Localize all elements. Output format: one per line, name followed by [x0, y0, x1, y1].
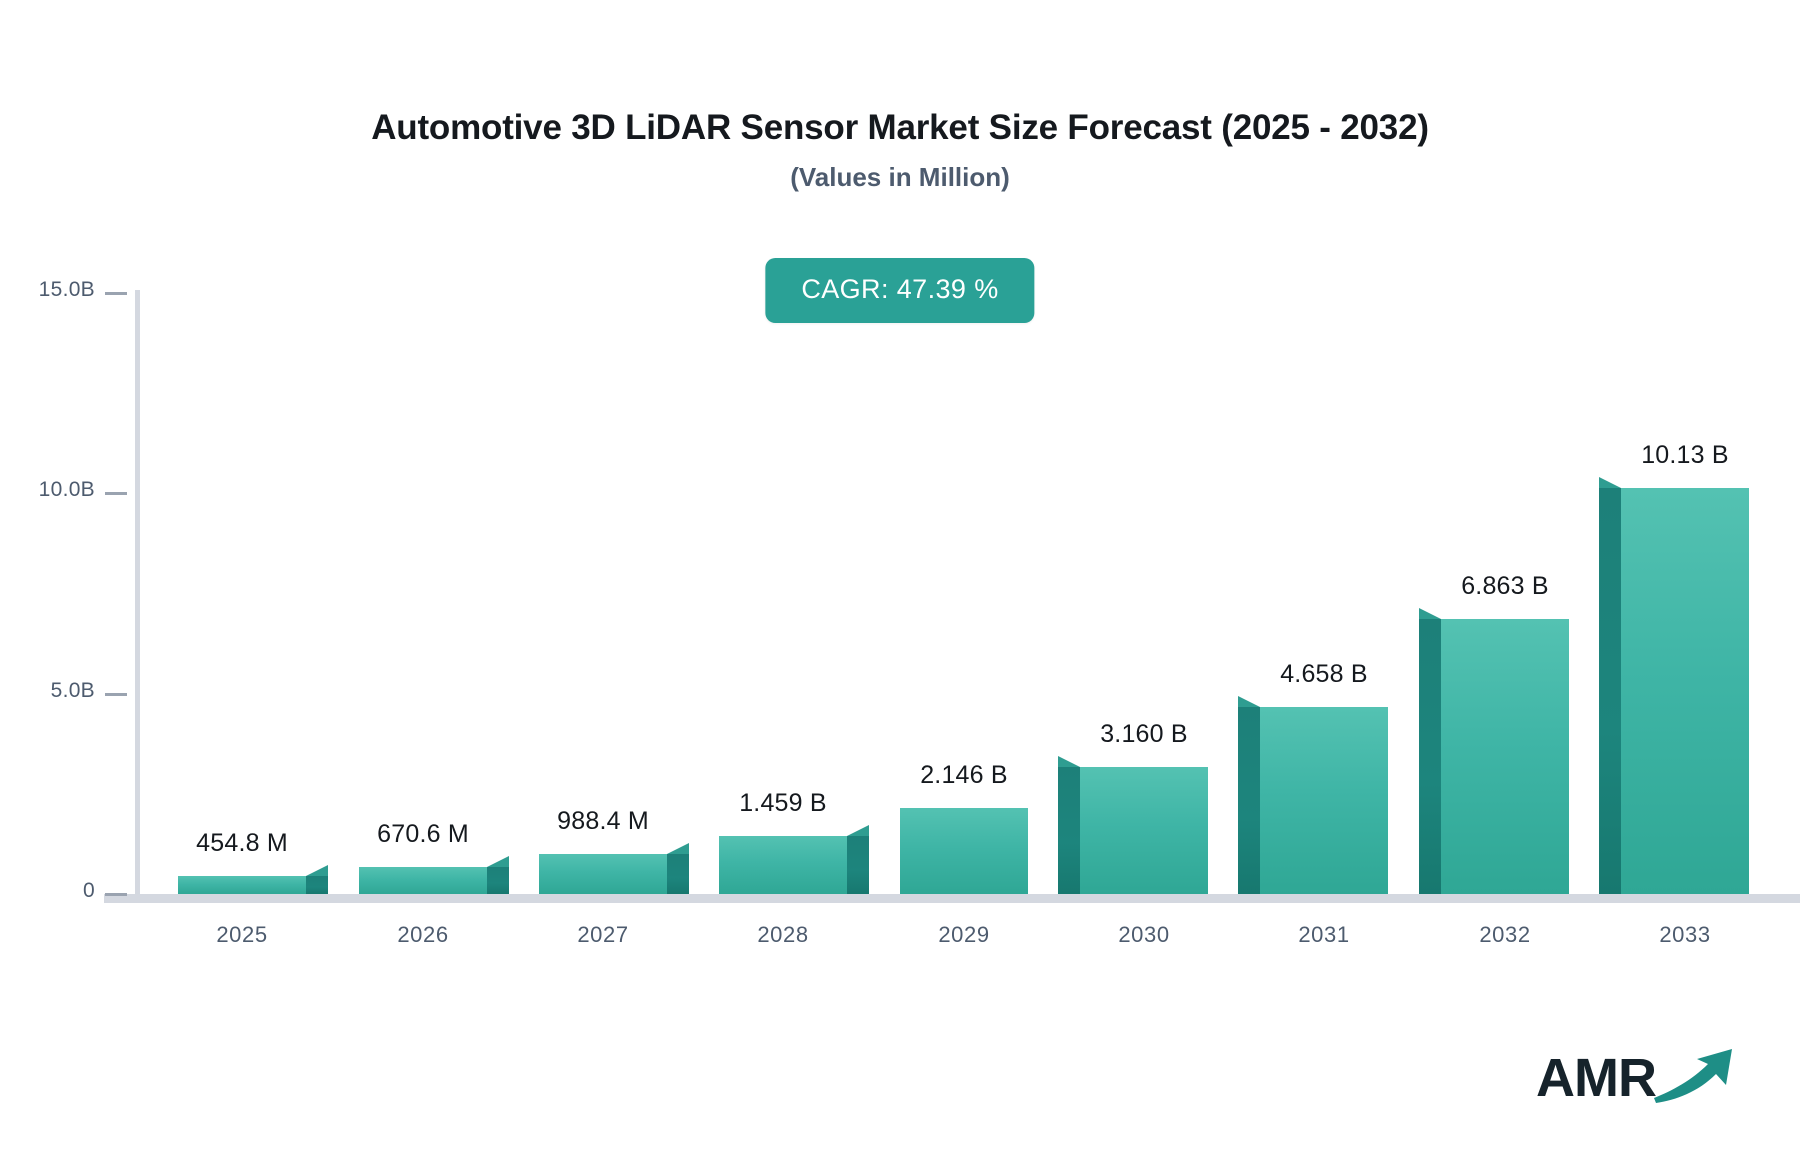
bar-face[interactable]	[1621, 488, 1749, 894]
bar-value-label: 988.4 M	[557, 807, 649, 835]
bar-3d-side	[1599, 488, 1621, 894]
bar-3d-side	[306, 876, 328, 894]
bar-value-label: 670.6 M	[377, 820, 469, 848]
amr-logo: AMR	[1536, 1044, 1738, 1111]
x-axis-category-label: 2028	[757, 922, 809, 947]
bar-group[interactable]: 1.459 B 2028	[719, 789, 869, 947]
bar-group[interactable]: 670.6 M 2026	[359, 820, 509, 947]
bar-value-label: 1.459 B	[739, 789, 827, 817]
bar-3d-top-cap	[1058, 756, 1080, 767]
bar-group[interactable]: 4.658 B 2031	[1238, 660, 1388, 947]
bar-3d-top-cap	[1238, 696, 1260, 707]
y-axis-tick-label: 15.0B	[38, 278, 95, 301]
y-axis-tick-label: 10.0B	[38, 478, 95, 502]
x-axis-category-label: 2026	[397, 922, 449, 947]
bar-group[interactable]: 3.160 B 2030	[1058, 720, 1208, 947]
y-axis-tick-label: 5.0B	[50, 678, 95, 702]
x-axis-category-label: 2029	[938, 922, 990, 947]
page-title: Automotive 3D LiDAR Sensor Market Size F…	[371, 108, 1429, 147]
x-axis-baseline	[104, 894, 1800, 903]
y-axis-tick-mark	[105, 692, 127, 696]
x-axis-category-label: 2027	[577, 922, 629, 947]
bar-3d-side	[1058, 767, 1080, 894]
y-axis-tick-mark	[105, 893, 127, 896]
bar-value-label: 10.13 B	[1641, 441, 1729, 469]
bar-3d-top-cap	[1599, 477, 1621, 488]
bar-3d-top-cap	[306, 865, 328, 876]
bar-face[interactable]	[1080, 767, 1208, 894]
bar-face[interactable]	[539, 854, 667, 894]
chart-subtitle: (Values in Million)	[790, 162, 1010, 193]
growth-arrow-icon	[1652, 1044, 1738, 1109]
y-axis-tick-mark	[105, 492, 127, 496]
x-axis-category-label: 2031	[1298, 922, 1350, 947]
bar-3d-side	[1238, 707, 1260, 894]
bar-face[interactable]	[1260, 707, 1388, 894]
x-axis-category-label: 2033	[1659, 922, 1711, 947]
bar-face[interactable]	[719, 836, 847, 894]
bar-face[interactable]	[178, 876, 306, 894]
bar-group[interactable]: 2.146 B 2029	[900, 761, 1028, 947]
y-axis-line	[135, 290, 140, 894]
bar-face[interactable]	[1441, 619, 1569, 894]
cagr-badge: CAGR: 47.39 %	[765, 258, 1035, 323]
bar-group[interactable]: 988.4 M 2027	[539, 807, 689, 947]
x-axis-category-label: 2030	[1118, 922, 1170, 947]
bar-3d-side	[487, 867, 509, 894]
bar-3d-side	[847, 836, 869, 894]
bar-group[interactable]: 454.8 M 2025	[178, 829, 328, 947]
bar-3d-top-cap	[1419, 608, 1441, 619]
bar-3d-top-cap	[847, 825, 869, 836]
bar-value-label: 2.146 B	[920, 761, 1008, 789]
y-axis-tick-mark	[105, 292, 127, 295]
chart-header: Automotive 3D LiDAR Sensor Market Size F…	[0, 108, 1800, 193]
bar-face[interactable]	[359, 867, 487, 894]
bar-3d-top-cap	[667, 843, 689, 854]
bar-value-label: 4.658 B	[1280, 660, 1368, 688]
bar-face[interactable]	[900, 808, 1028, 894]
bar-3d-side	[1419, 619, 1441, 894]
x-axis-category-label: 2032	[1479, 922, 1531, 947]
bar-group[interactable]: 6.863 B 2032	[1419, 572, 1569, 947]
bar-3d-top-cap	[487, 856, 509, 867]
bar-3d-side	[667, 854, 689, 894]
bar-value-label: 3.160 B	[1100, 720, 1188, 748]
bar-group[interactable]: 10.13 B 2033	[1599, 441, 1749, 947]
bar-value-label: 6.863 B	[1461, 572, 1549, 600]
y-axis-tick-label: 0	[83, 879, 95, 902]
x-axis-category-label: 2025	[216, 922, 268, 947]
bar-value-label: 454.8 M	[196, 829, 288, 857]
amr-logo-text: AMR	[1536, 1047, 1657, 1108]
